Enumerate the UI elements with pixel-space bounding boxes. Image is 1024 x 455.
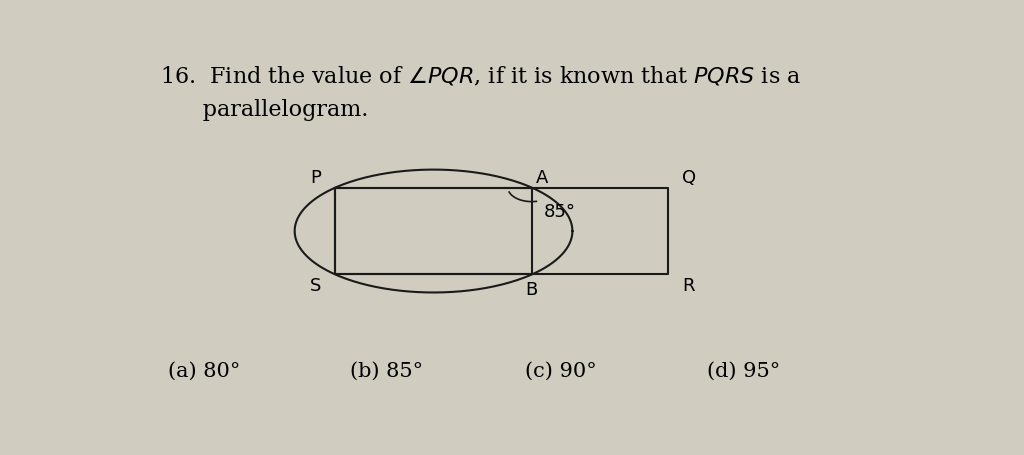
Text: (c) 90°: (c) 90°: [524, 361, 597, 380]
Text: P: P: [310, 168, 322, 186]
Text: S: S: [309, 277, 322, 295]
Text: B: B: [525, 280, 538, 298]
Text: (d) 95°: (d) 95°: [708, 361, 780, 380]
Text: (b) 85°: (b) 85°: [350, 361, 423, 380]
Text: (a) 80°: (a) 80°: [168, 361, 240, 380]
Text: 85°: 85°: [544, 202, 575, 220]
Text: Q: Q: [682, 168, 696, 186]
Text: 16.  Find the value of $\angle PQR$, if it is known that $PQRS$ is a
      paral: 16. Find the value of $\angle PQR$, if i…: [160, 65, 801, 120]
Text: R: R: [682, 277, 694, 295]
Text: A: A: [536, 168, 549, 186]
